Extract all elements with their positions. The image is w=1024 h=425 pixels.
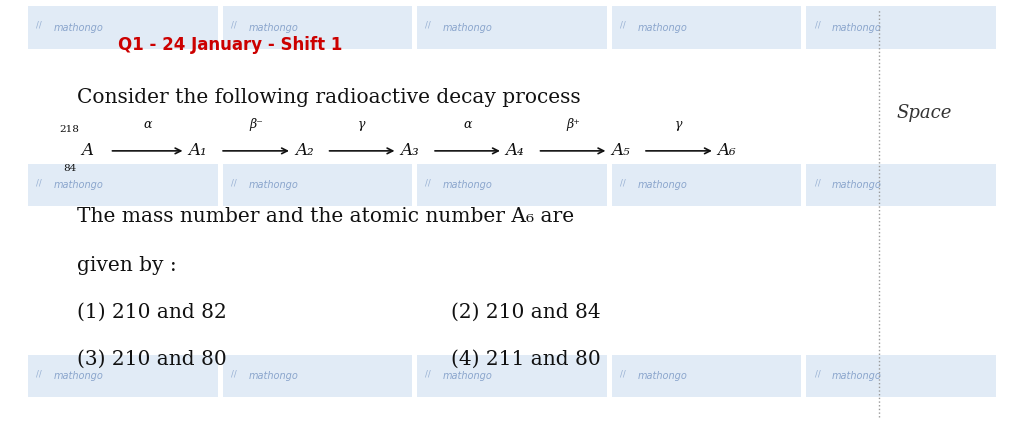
FancyBboxPatch shape xyxy=(807,164,995,206)
Text: mathongo: mathongo xyxy=(248,180,298,190)
Text: The mass number and the atomic number A₆ are: The mass number and the atomic number A₆… xyxy=(77,207,573,226)
FancyBboxPatch shape xyxy=(807,6,995,49)
Text: γ: γ xyxy=(675,118,683,131)
FancyBboxPatch shape xyxy=(807,355,995,397)
Text: 218: 218 xyxy=(59,125,80,134)
FancyBboxPatch shape xyxy=(611,164,801,206)
Text: mathongo: mathongo xyxy=(442,23,493,33)
Text: mathongo: mathongo xyxy=(637,23,687,33)
FancyBboxPatch shape xyxy=(418,355,606,397)
Text: //: // xyxy=(815,21,820,30)
Text: A₂: A₂ xyxy=(295,142,313,159)
Text: γ: γ xyxy=(358,118,366,131)
FancyBboxPatch shape xyxy=(611,6,801,49)
Text: //: // xyxy=(815,178,820,187)
Text: (3) 210 and 80: (3) 210 and 80 xyxy=(77,350,226,368)
Text: mathongo: mathongo xyxy=(248,23,298,33)
FancyBboxPatch shape xyxy=(223,355,412,397)
Text: β⁺: β⁺ xyxy=(566,118,580,131)
Text: mathongo: mathongo xyxy=(637,180,687,190)
Text: mathongo: mathongo xyxy=(637,371,687,381)
FancyBboxPatch shape xyxy=(418,6,606,49)
FancyBboxPatch shape xyxy=(223,6,412,49)
FancyBboxPatch shape xyxy=(28,6,217,49)
Text: //: // xyxy=(426,21,431,30)
Text: Space: Space xyxy=(896,104,951,122)
Text: α: α xyxy=(463,118,472,131)
Text: mathongo: mathongo xyxy=(831,23,882,33)
Text: A₃: A₃ xyxy=(400,142,419,159)
Text: A₅: A₅ xyxy=(611,142,630,159)
Text: mathongo: mathongo xyxy=(53,371,103,381)
Text: //: // xyxy=(620,21,626,30)
Text: //: // xyxy=(815,369,820,379)
Text: //: // xyxy=(231,369,237,379)
Text: //: // xyxy=(620,369,626,379)
Text: mathongo: mathongo xyxy=(53,23,103,33)
Text: mathongo: mathongo xyxy=(831,180,882,190)
Text: (2) 210 and 84: (2) 210 and 84 xyxy=(451,303,600,322)
Text: mathongo: mathongo xyxy=(53,180,103,190)
Text: A₆: A₆ xyxy=(718,142,736,159)
FancyBboxPatch shape xyxy=(28,164,217,206)
Text: 84: 84 xyxy=(63,164,76,173)
Text: mathongo: mathongo xyxy=(831,371,882,381)
Text: //: // xyxy=(231,178,237,187)
Text: //: // xyxy=(37,369,42,379)
FancyBboxPatch shape xyxy=(611,355,801,397)
Text: A₁: A₁ xyxy=(188,142,207,159)
Text: (1) 210 and 82: (1) 210 and 82 xyxy=(77,303,226,322)
Text: Consider the following radioactive decay process: Consider the following radioactive decay… xyxy=(77,88,581,107)
Text: mathongo: mathongo xyxy=(442,180,493,190)
Text: //: // xyxy=(37,21,42,30)
Text: given by :: given by : xyxy=(77,256,176,275)
Text: //: // xyxy=(37,178,42,187)
Text: A₄: A₄ xyxy=(506,142,524,159)
Text: (4) 211 and 80: (4) 211 and 80 xyxy=(451,350,600,368)
FancyBboxPatch shape xyxy=(418,164,606,206)
Text: //: // xyxy=(426,369,431,379)
FancyBboxPatch shape xyxy=(28,355,217,397)
Text: α: α xyxy=(143,118,152,131)
Text: A: A xyxy=(81,142,93,159)
Text: //: // xyxy=(231,21,237,30)
Text: mathongo: mathongo xyxy=(248,371,298,381)
Text: mathongo: mathongo xyxy=(442,371,493,381)
Text: //: // xyxy=(426,178,431,187)
FancyBboxPatch shape xyxy=(223,164,412,206)
Text: β⁻: β⁻ xyxy=(249,118,263,131)
Text: //: // xyxy=(620,178,626,187)
Text: Q1 - 24 January - Shift 1: Q1 - 24 January - Shift 1 xyxy=(118,36,342,54)
